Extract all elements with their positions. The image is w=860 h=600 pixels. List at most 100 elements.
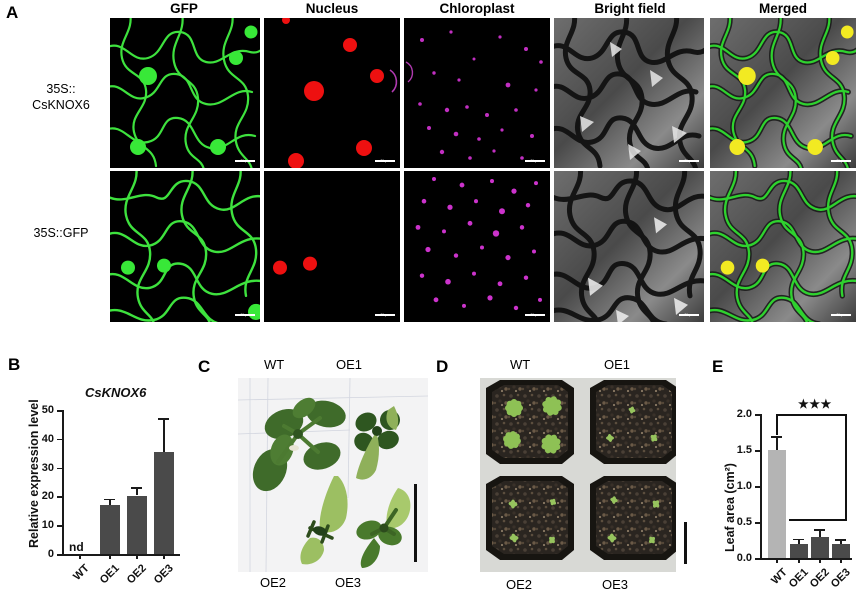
scale-bar-line	[235, 314, 255, 316]
gfp-cellwall-graphic	[110, 18, 260, 168]
chart-b-xlabel-oe1: OE1	[97, 562, 122, 587]
chart-e-sig-right-line	[845, 414, 847, 521]
chart-e-sig-left-tick	[776, 414, 778, 435]
brightfield-control-cells-graphic	[554, 171, 704, 322]
panel-b-expression-chart: B CsKNOX6 Relative expression level 50 4…	[0, 352, 200, 597]
micrograph-merged-control: 20 µm	[710, 171, 856, 322]
panel-d-label-oe3: OE3	[602, 577, 629, 592]
panel-c-photo	[238, 378, 428, 572]
chart-e-significance-label: ★★★	[798, 397, 832, 411]
scale-bar-merged-row1: 20 µm	[831, 159, 851, 163]
panel-e-letter: E	[712, 357, 724, 376]
micrograph-nucleus-csknox6: 20 µm	[264, 18, 400, 168]
panel-d-pot-photos: D WT OE1 OE2 OE3	[432, 352, 712, 597]
micrograph-merged-csknox6: 20 µm	[710, 18, 856, 168]
scale-bar-nucleus-row2: 20 µm	[375, 313, 395, 317]
micrograph-brightfield-csknox6: 20 µm	[554, 18, 704, 168]
brightfield-cells-graphic	[554, 18, 704, 168]
chart-b-ytick-0	[57, 554, 62, 556]
panel-d-label-oe1: OE1	[604, 357, 631, 372]
scale-bar-line	[375, 314, 395, 316]
panel-c-plants-graphic	[238, 378, 428, 572]
chart-e-xtick-oe2	[819, 558, 821, 563]
column-header-gfp: GFP	[170, 1, 198, 16]
scale-bar-nucleus-row1: 20 µm	[375, 159, 395, 163]
chart-e-ytick-0	[755, 558, 760, 560]
chart-b-ytick-20	[57, 496, 62, 498]
chart-e-y-axis	[760, 414, 762, 560]
nucleus-dots-graphic	[282, 18, 398, 168]
chart-b-ytick-label-40: 40	[41, 432, 54, 445]
scale-bar-line	[235, 160, 255, 162]
chart-e-error-cap-oe3	[835, 539, 846, 541]
chart-e-error-cap-wt	[771, 436, 782, 438]
chart-b-ytick-label-0: 0	[47, 548, 54, 560]
panel-d-scale-bar	[684, 522, 687, 564]
chart-b-xlabel-oe2: OE2	[124, 562, 149, 587]
chart-e-error-oe3	[840, 539, 842, 545]
chart-b-bar-oe2	[127, 495, 147, 554]
scale-bar-line	[831, 160, 851, 162]
chart-b-xtick-wt	[79, 554, 81, 559]
chart-e-bar-oe3	[832, 544, 850, 558]
scale-bar-gfp-row2: 20 µm	[235, 313, 255, 317]
chart-e-ytick-label-15: 1.5	[736, 444, 752, 456]
scale-bar-line	[831, 314, 851, 316]
chloroplast-dots-graphic	[405, 30, 543, 160]
chart-e-bar-oe2	[811, 537, 829, 558]
chart-e-sig-top-bar	[776, 414, 847, 416]
scale-bar-brightfield-row1: 20 µm	[679, 159, 699, 163]
chart-b-bar-oe1	[100, 505, 120, 554]
chart-e-bar-wt	[768, 450, 786, 558]
chart-b-error-cap-oe3	[158, 418, 169, 420]
chloroplast-control-dots-graphic	[415, 177, 542, 311]
row-label-csknox6: 35S:: CsKNOX6	[18, 82, 104, 113]
scale-bar-brightfield-row2: 20 µm	[679, 313, 699, 317]
scale-bar-gfp-row1: 20 µm	[235, 159, 255, 163]
panel-c-label-oe2: OE2	[260, 575, 287, 590]
micrograph-chloroplast-control: 20 µm	[404, 171, 550, 322]
micrograph-nucleus-control: 20 µm	[264, 171, 400, 322]
chart-b-y-axis	[62, 410, 64, 556]
panel-c-label-oe1: OE1	[336, 357, 363, 372]
row-label-csknox6-line1: 35S::	[46, 82, 76, 96]
chart-e-ytick-label-05: 0.5	[736, 516, 752, 528]
chart-e-error-wt	[776, 436, 778, 450]
panel-a-subcellular-localization: A GFP Nucleus Chloroplast Bright field M…	[6, 1, 856, 322]
panel-d-letter: D	[436, 357, 449, 376]
chart-b-ytick-50	[57, 410, 62, 412]
gfp-control-cellwall-graphic	[110, 171, 260, 322]
panel-d-label-oe2: OE2	[506, 577, 533, 592]
panel-d-pots-graphic	[480, 378, 676, 572]
panel-c-label-oe3: OE3	[335, 575, 362, 590]
column-header-bright-field: Bright field	[594, 1, 666, 16]
chart-b-xtick-oe3	[163, 554, 165, 559]
micrograph-gfp-csknox6: 20 µm	[110, 18, 260, 168]
panel-c-label-wt: WT	[264, 357, 285, 372]
chart-b-ytick-10	[57, 525, 62, 527]
chart-b-x-axis	[62, 554, 180, 556]
chart-e-ytick-label-1: 1.0	[736, 480, 752, 492]
row-label-gfp-control: 35S::GFP	[18, 226, 104, 242]
micrograph-gfp-control: 20 µm	[110, 171, 260, 322]
scale-bar-merged-row2: 20 µm	[831, 313, 851, 317]
panel-a-letter: A	[6, 3, 19, 22]
chart-e-xtick-wt	[776, 558, 778, 563]
chart-b-xlabel-wt: WT	[71, 562, 92, 583]
scale-bar-line	[375, 160, 395, 162]
chart-b-ytick-40	[57, 438, 62, 441]
panel-c-seedling-photos: C WT OE1 OE2 OE3	[196, 352, 432, 597]
panel-b-letter: B	[8, 355, 21, 374]
column-header-chloroplast: Chloroplast	[439, 1, 515, 16]
chart-b-ytick-30	[57, 467, 62, 470]
chart-b-ytick-label-10: 10	[41, 519, 54, 532]
panel-c-letter: C	[198, 357, 211, 376]
chart-b-ytick-label-20: 20	[41, 490, 54, 503]
chart-b-xtick-oe1	[109, 554, 111, 559]
chart-b-bar-oe3	[154, 452, 174, 554]
panel-c-scale-bar	[414, 484, 417, 562]
chart-e-ytick-15	[755, 450, 760, 452]
micrograph-brightfield-control: 20 µm	[554, 171, 704, 322]
micrograph-chloroplast-csknox6: 20 µm	[404, 18, 550, 168]
chart-e-ytick-label-0: 0.0	[736, 552, 752, 564]
